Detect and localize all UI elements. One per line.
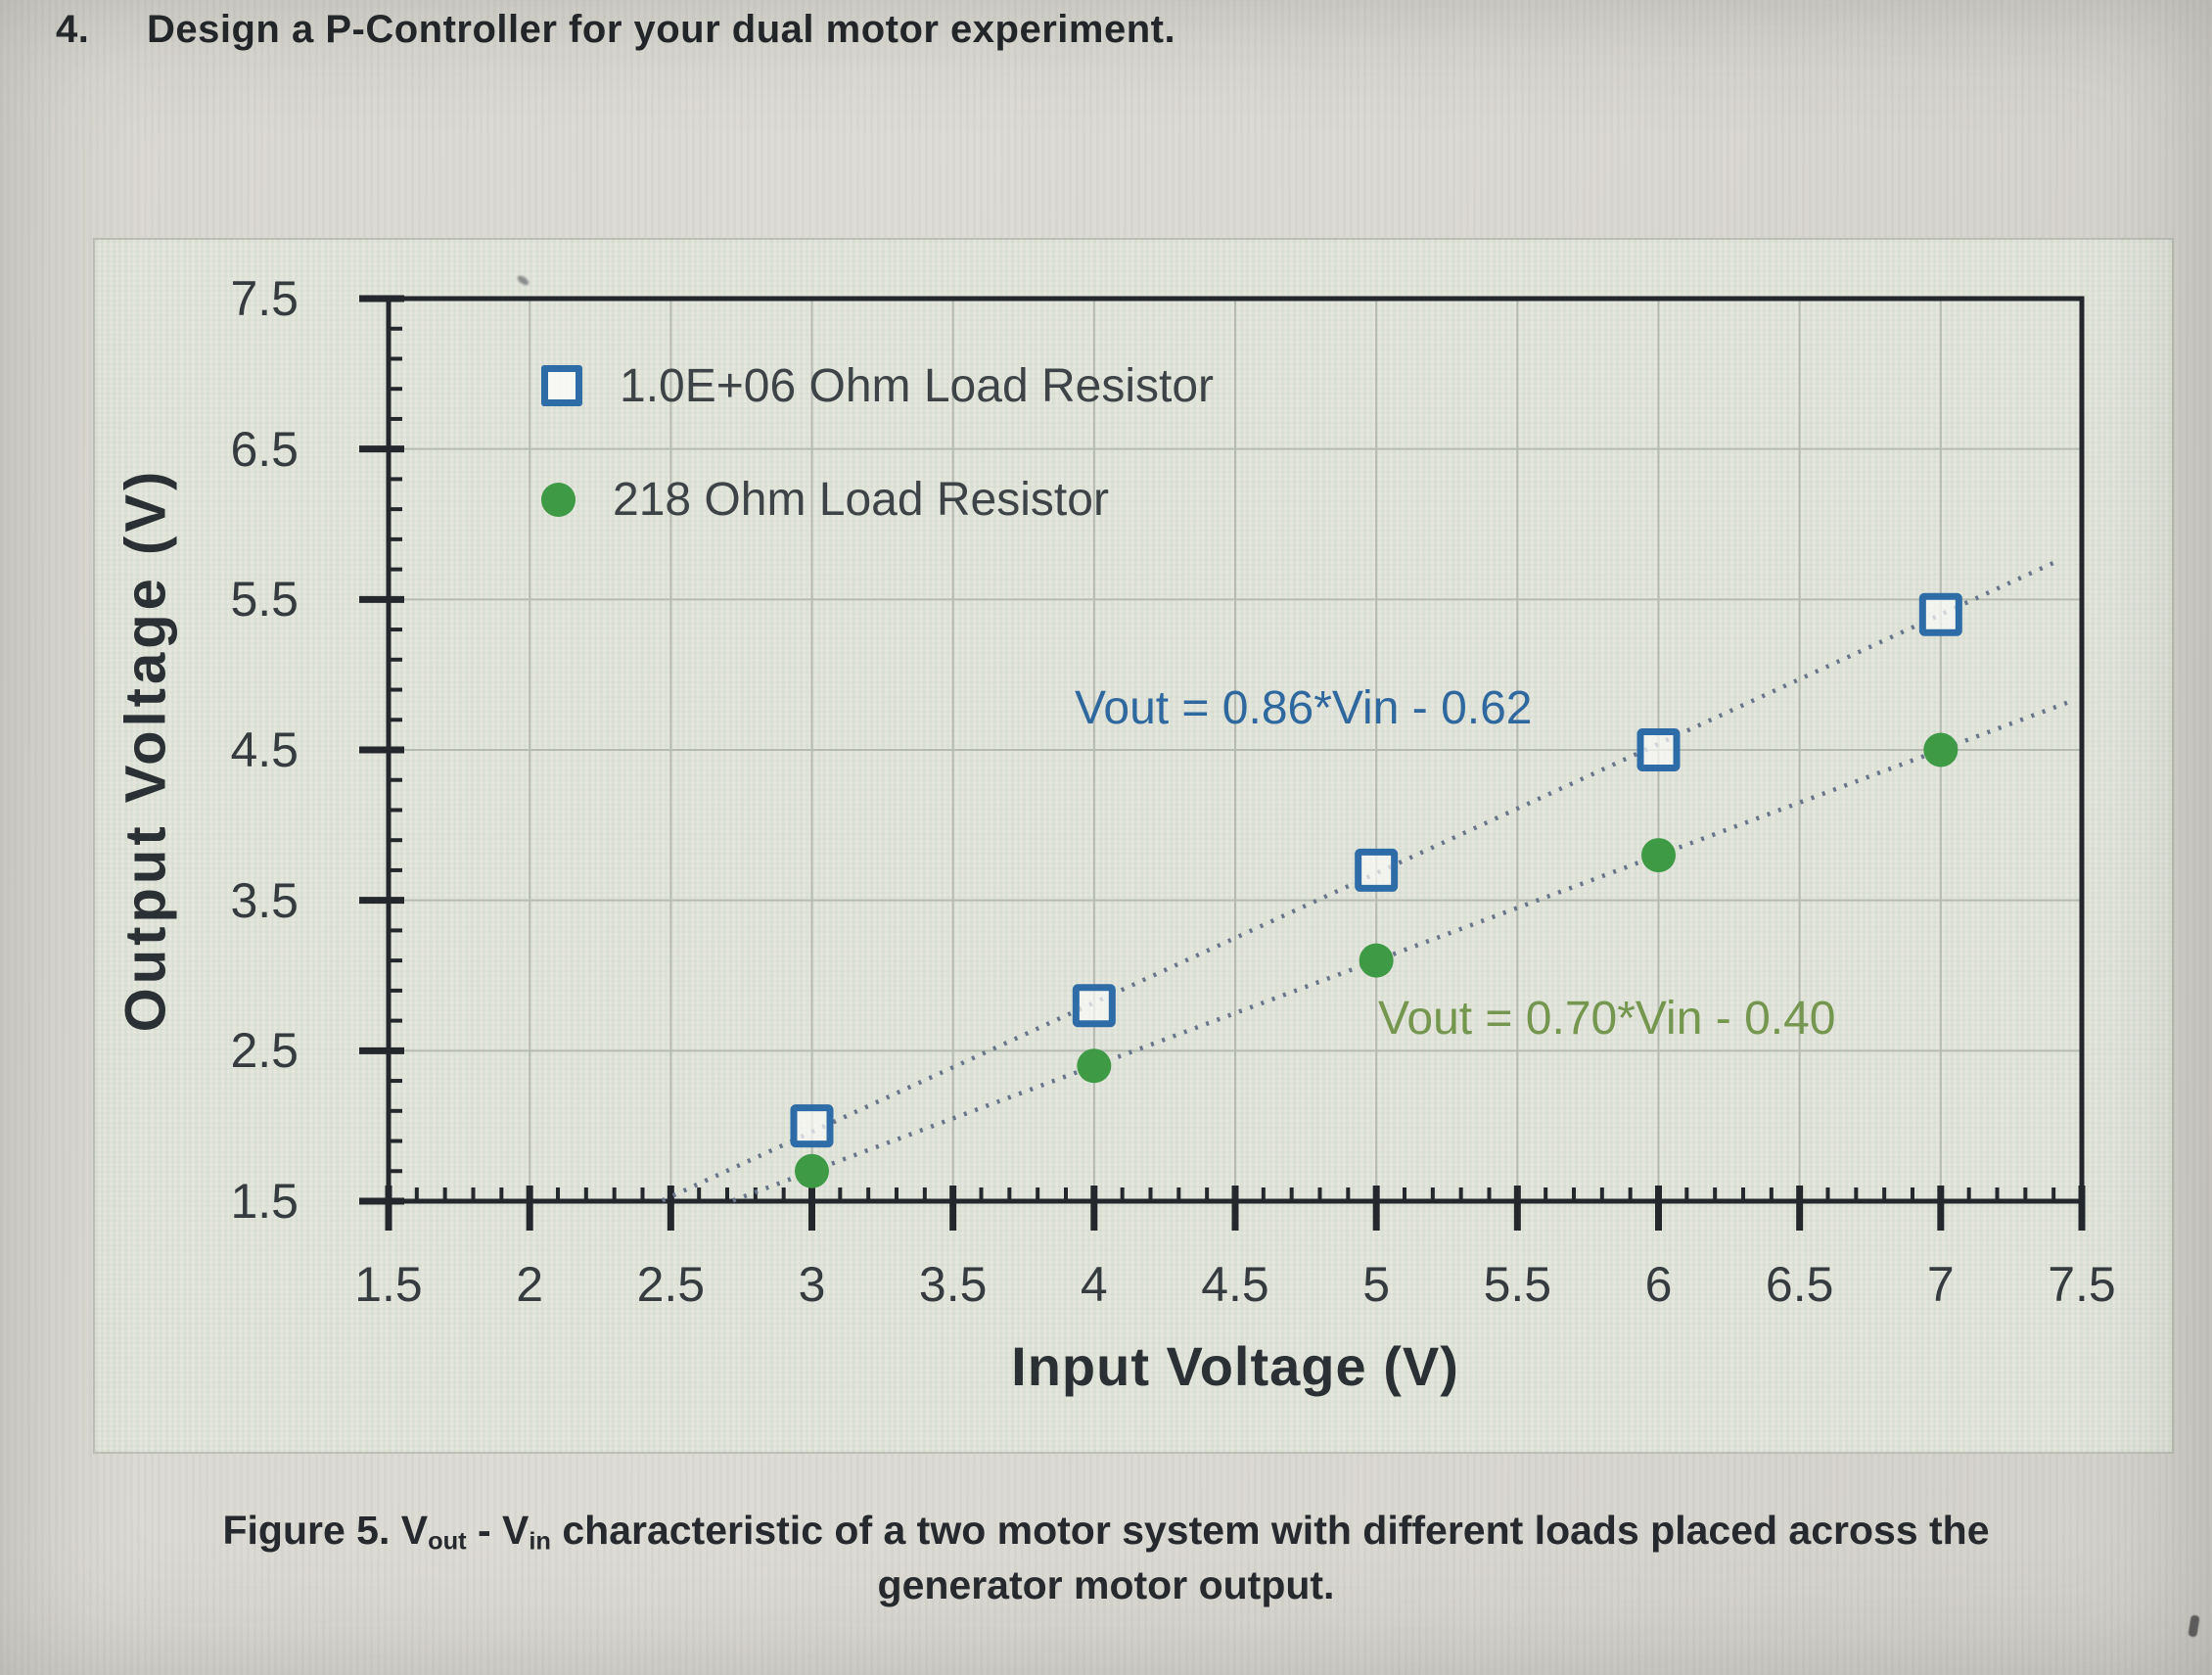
y-tick-label: 3.5 xyxy=(230,872,299,928)
x-tick-label: 1.5 xyxy=(354,1257,423,1312)
data-point-filled-circle xyxy=(1077,1048,1112,1084)
open-square-marker-icon xyxy=(541,365,582,406)
data-point-open-square xyxy=(1355,848,1399,892)
x-axis-title: Input Voltage (V) xyxy=(1011,1335,1459,1397)
data-point-filled-circle xyxy=(1923,732,1959,768)
chart-container: Output Voltage (V) Input Voltage (V) 1.0… xyxy=(93,238,2174,1454)
legend: 1.0E+06 Ohm Load Resistor 218 Ohm Load R… xyxy=(541,357,1214,528)
x-tick-label: 3.5 xyxy=(918,1257,988,1312)
x-tick-label: 2 xyxy=(516,1257,544,1312)
trendline-equation-1e6-ohm: Vout = 0.86*Vin - 0.62 xyxy=(1075,682,1533,734)
legend-label-1e6-ohm: 1.0E+06 Ohm Load Resistor xyxy=(620,359,1215,412)
data-point-filled-circle xyxy=(1359,943,1394,978)
x-tick-label: 5 xyxy=(1362,1257,1391,1312)
data-point-open-square xyxy=(790,1104,834,1148)
trendline-equation-218-ohm: Vout = 0.70*Vin - 0.40 xyxy=(1378,993,1836,1045)
data-point-open-square xyxy=(1072,984,1116,1028)
series-points-1 xyxy=(795,732,1959,1188)
caption-text: - V xyxy=(466,1508,530,1553)
y-tick-label: 1.5 xyxy=(230,1174,299,1229)
x-tick-label: 7 xyxy=(1926,1257,1955,1312)
heading-number: 4. xyxy=(56,8,90,51)
legend-item-218-ohm: 218 Ohm Load Resistor xyxy=(541,471,1214,528)
x-tick-label: 7.5 xyxy=(2048,1257,2116,1312)
caption-text: generator motor output. xyxy=(877,1562,1335,1608)
caption-text: Figure 5. V xyxy=(222,1508,429,1553)
figure-caption: Figure 5. Vout - Vin characteristic of a… xyxy=(49,1504,2163,1613)
gridlines xyxy=(389,299,2082,1201)
series-points-0 xyxy=(790,592,1962,1148)
y-tick-label: 7.5 xyxy=(230,271,299,326)
y-tick-label: 6.5 xyxy=(230,421,299,477)
trendline-series-0 xyxy=(661,558,2060,1203)
x-axis-ticks xyxy=(385,1186,2086,1231)
x-tick-label: 6 xyxy=(1644,1257,1673,1312)
x-tick-label: 2.5 xyxy=(636,1257,706,1312)
legend-label-218-ohm: 218 Ohm Load Resistor xyxy=(613,473,1109,526)
plot-border xyxy=(386,296,2085,1204)
y-tick-label: 4.5 xyxy=(230,722,299,777)
x-tick-label: 3 xyxy=(798,1257,826,1312)
photo-mark xyxy=(2188,1614,2200,1638)
heading-text: Design a P-Controller for your dual moto… xyxy=(147,8,1176,51)
plot-area xyxy=(359,295,2086,1231)
x-tick-label: 4 xyxy=(1080,1257,1108,1312)
question-heading: 4. Design a P-Controller for your dual mo… xyxy=(56,8,1175,52)
y-tick-label: 2.5 xyxy=(230,1023,299,1079)
y-axis-ticks xyxy=(359,295,404,1205)
x-tick-label: 5.5 xyxy=(1483,1257,1552,1312)
filled-circle-marker-icon xyxy=(541,482,576,517)
x-tick-label: 6.5 xyxy=(1765,1257,1834,1312)
data-point-open-square xyxy=(1918,592,1962,636)
trendline-series-1 xyxy=(731,700,2069,1203)
caption-text: characteristic of a two motor system wit… xyxy=(550,1508,1990,1553)
legend-item-1e6-ohm: 1.0E+06 Ohm Load Resistor xyxy=(541,357,1214,414)
data-point-filled-circle xyxy=(795,1153,829,1188)
y-tick-label: 5.5 xyxy=(230,572,299,628)
y-axis-title: Output Voltage (V) xyxy=(114,467,178,1033)
caption-subscript-in: in xyxy=(529,1527,551,1556)
data-point-filled-circle xyxy=(1641,838,1676,873)
data-point-open-square xyxy=(1636,728,1681,771)
x-tick-label: 4.5 xyxy=(1201,1257,1269,1312)
caption-subscript-out: out xyxy=(428,1527,467,1556)
